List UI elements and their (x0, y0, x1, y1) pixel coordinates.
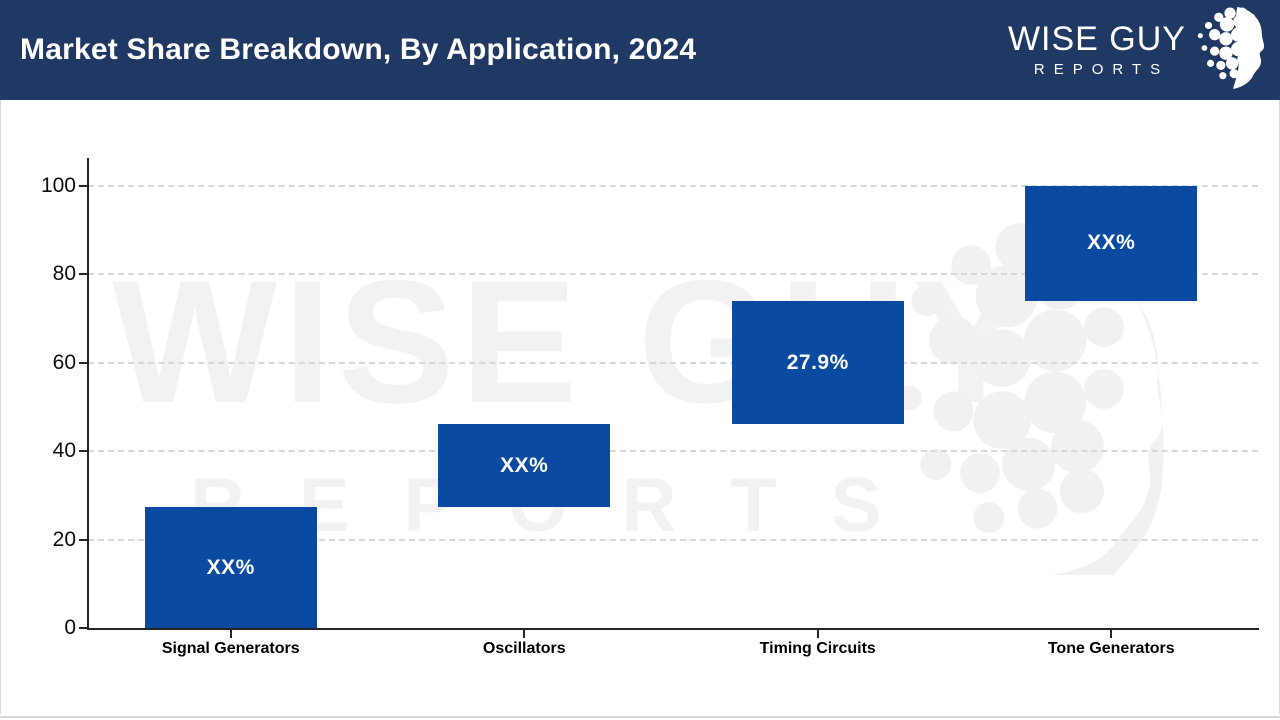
brand-subtitle: REPORTS (1033, 61, 1170, 78)
watermark-subtext: REPORTS (190, 463, 936, 548)
header-bar: Market Share Breakdown, By Application, … (0, 0, 1280, 100)
watermark-face-icon (856, 218, 1166, 583)
brand-logo-text: WISE GUY REPORTS (1008, 22, 1186, 78)
bottom-border (0, 716, 1280, 718)
brand-logo: WISE GUY REPORTS (1008, 6, 1266, 94)
brand-face-icon (1190, 6, 1266, 94)
brand-name: WISE GUY (1007, 20, 1186, 58)
page-title: Market Share Breakdown, By Application, … (20, 33, 697, 66)
